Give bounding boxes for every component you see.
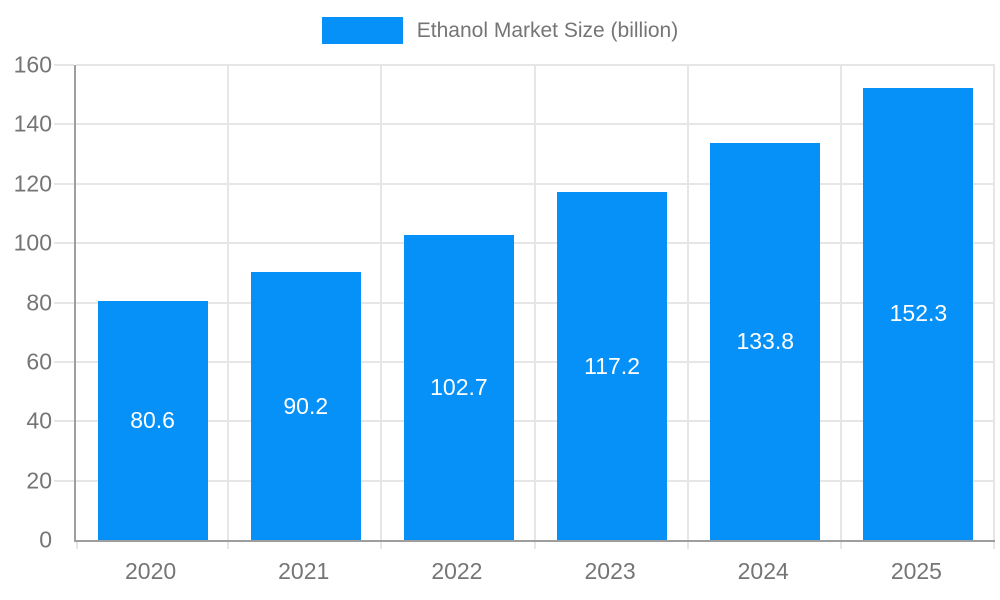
y-axis-tick-label: 40 bbox=[26, 407, 52, 434]
gridline bbox=[993, 65, 995, 540]
gridline bbox=[534, 65, 536, 540]
x-axis-tick bbox=[380, 542, 382, 549]
y-axis-tick-label: 80 bbox=[26, 289, 52, 315]
bar-value-label: 102.7 bbox=[430, 374, 488, 401]
x-axis-tick bbox=[534, 542, 536, 549]
legend-label: Ethanol Market Size (billion) bbox=[416, 18, 679, 42]
bar[interactable]: 152.3 bbox=[863, 87, 974, 540]
bar-value-label: 152.3 bbox=[889, 300, 948, 327]
x-axis-tick bbox=[993, 542, 995, 549]
gridline bbox=[840, 65, 842, 540]
bar-value-label: 80.6 bbox=[130, 406, 175, 433]
gridline bbox=[687, 65, 689, 540]
bar-value-label: 133.8 bbox=[736, 327, 795, 354]
x-axis-tick-label: 2024 bbox=[737, 558, 789, 584]
y-axis-tick bbox=[54, 301, 74, 304]
x-axis-tick bbox=[76, 542, 78, 549]
gridline bbox=[227, 65, 229, 540]
y-axis-tick-label: 20 bbox=[26, 467, 52, 494]
x-axis-tick-label: 2023 bbox=[584, 558, 636, 584]
plot-area: 80.6 90.2 102.7 117.2 133.8 152.3 bbox=[54, 64, 995, 549]
y-axis-tick-label: 100 bbox=[13, 229, 52, 256]
y-axis-tick bbox=[54, 479, 74, 482]
y-axis-tick bbox=[54, 123, 74, 126]
x-axis-tick-label: 2021 bbox=[278, 558, 330, 584]
x-axis-tick-label: 2022 bbox=[431, 558, 483, 584]
bar-value-label: 90.2 bbox=[283, 392, 329, 419]
bar[interactable]: 80.6 bbox=[97, 300, 208, 540]
x-axis-tick bbox=[687, 542, 689, 549]
y-axis-tick bbox=[54, 182, 74, 185]
y-axis-tick-label: 160 bbox=[13, 51, 52, 78]
x-axis: 2020 2021 2022 2023 2024 2025 bbox=[74, 556, 993, 588]
y-axis-tick-label: 60 bbox=[26, 348, 52, 375]
y-axis-tick bbox=[54, 242, 74, 245]
y-axis-tick-label: 120 bbox=[13, 170, 52, 197]
bar[interactable]: 117.2 bbox=[557, 192, 668, 540]
gridline bbox=[380, 65, 382, 540]
legend: Ethanol Market Size (billion) bbox=[0, 17, 1000, 44]
x-axis-tick bbox=[840, 542, 842, 549]
y-axis: 0 20 40 60 80 100 120 140 160 bbox=[0, 52, 52, 553]
bar[interactable]: 90.2 bbox=[250, 272, 361, 540]
y-axis-tick bbox=[54, 360, 74, 363]
bar[interactable]: 133.8 bbox=[710, 142, 821, 540]
x-axis-tick-label: 2020 bbox=[124, 558, 177, 584]
y-axis-tick-label: 140 bbox=[13, 110, 52, 137]
x-axis-tick bbox=[227, 542, 229, 549]
bar[interactable]: 102.7 bbox=[403, 235, 514, 540]
bar-value-label: 117.2 bbox=[584, 352, 640, 379]
legend-swatch-icon bbox=[321, 17, 403, 44]
y-axis-tick-label: 0 bbox=[39, 526, 52, 553]
x-axis-tick-label: 2025 bbox=[890, 558, 942, 584]
y-axis-tick bbox=[54, 64, 74, 66]
y-axis-tick bbox=[54, 420, 74, 423]
